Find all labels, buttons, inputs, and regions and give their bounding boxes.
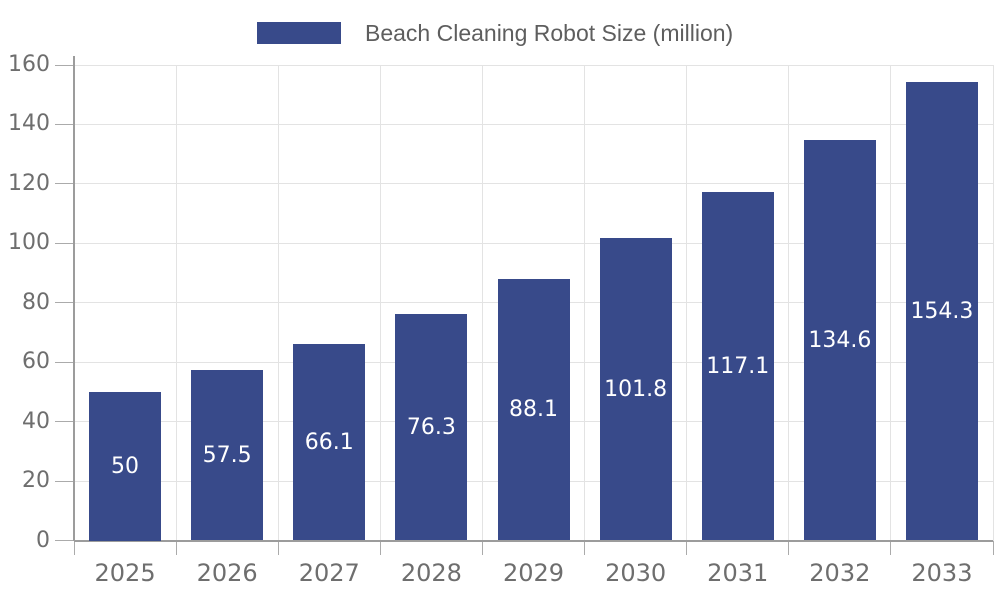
bar-value-label: 117.1 — [706, 353, 770, 379]
x-tick-label: 2027 — [298, 559, 360, 587]
gridline-vertical — [992, 65, 994, 541]
bar: 101.8 — [599, 237, 672, 541]
y-tick-label: 160 — [8, 52, 50, 77]
bar: 76.3 — [395, 313, 468, 541]
x-axis-tick — [277, 541, 279, 555]
x-tick-label: 2031 — [707, 559, 769, 587]
x-axis-tick — [686, 541, 688, 555]
y-axis-tick — [55, 361, 74, 363]
gridline-vertical — [175, 65, 177, 541]
bar-value-label: 50 — [111, 453, 140, 479]
x-tick-label: 2030 — [605, 559, 667, 587]
y-tick-label: 0 — [36, 527, 50, 553]
gridline-horizontal — [74, 242, 993, 244]
x-tick-label: 2029 — [502, 559, 565, 587]
bar: 154.3 — [905, 81, 978, 541]
y-axis-tick — [55, 64, 74, 66]
y-tick-label: 60 — [22, 349, 50, 375]
x-tick-label: 2026 — [196, 559, 258, 587]
bar-value-label: 88.1 — [509, 397, 558, 423]
x-axis-tick — [992, 541, 994, 555]
x-axis-tick — [788, 541, 790, 555]
gridline-vertical — [686, 65, 688, 541]
gridline-vertical — [584, 65, 586, 541]
y-axis-tick — [55, 123, 74, 125]
gridline-horizontal — [74, 123, 993, 125]
y-tick-label: 20 — [22, 468, 50, 494]
y-tick-label: 100 — [8, 230, 50, 256]
x-axis-tick — [890, 541, 892, 555]
x-axis-tick — [584, 541, 586, 555]
gridline-vertical — [379, 65, 381, 541]
bar: 88.1 — [497, 278, 570, 541]
bar-value-label: 154.3 — [910, 298, 974, 324]
x-axis-tick — [481, 541, 483, 555]
bar: 117.1 — [701, 192, 774, 541]
x-axis-tick — [175, 541, 177, 555]
y-axis-tick — [55, 540, 74, 541]
y-axis-tick — [55, 480, 74, 482]
legend-label: Beach Cleaning Robot Size (million) — [365, 19, 734, 46]
gridline-horizontal — [74, 64, 993, 66]
y-axis-line — [73, 56, 75, 541]
y-tick-label: 120 — [8, 170, 50, 196]
gridline-vertical — [788, 65, 790, 541]
y-axis-tick — [55, 421, 74, 423]
x-tick-label: 2025 — [94, 559, 156, 587]
bar-value-label: 101.8 — [604, 376, 668, 402]
bar: 134.6 — [803, 140, 876, 541]
bar: 57.5 — [191, 369, 264, 541]
gridline-vertical — [481, 65, 483, 541]
bar-value-label: 66.1 — [304, 429, 354, 455]
y-tick-label: 80 — [22, 289, 50, 315]
legend: Beach Cleaning Robot Size (million) — [257, 20, 733, 46]
x-axis-line — [74, 540, 993, 542]
y-tick-label: 40 — [22, 408, 50, 434]
bar: 50 — [89, 391, 162, 541]
gridline-vertical — [277, 65, 279, 541]
bar: 66.1 — [293, 344, 366, 541]
x-tick-label: 2032 — [809, 559, 871, 587]
y-axis-tick — [55, 242, 74, 244]
legend-swatch — [257, 22, 341, 44]
y-tick-label: 140 — [8, 111, 50, 137]
x-tick-label: 2028 — [400, 559, 462, 587]
y-axis-tick — [55, 183, 74, 185]
gridline-vertical — [890, 65, 892, 541]
x-axis-tick — [73, 541, 75, 555]
bar-value-label: 57.5 — [202, 442, 252, 468]
bar-value-label: 134.6 — [808, 327, 872, 353]
x-axis-tick — [379, 541, 381, 555]
bar-value-label: 76.3 — [406, 414, 456, 440]
gridline-horizontal — [74, 183, 993, 185]
x-tick-label: 2033 — [911, 559, 973, 587]
y-axis-tick — [55, 302, 74, 304]
